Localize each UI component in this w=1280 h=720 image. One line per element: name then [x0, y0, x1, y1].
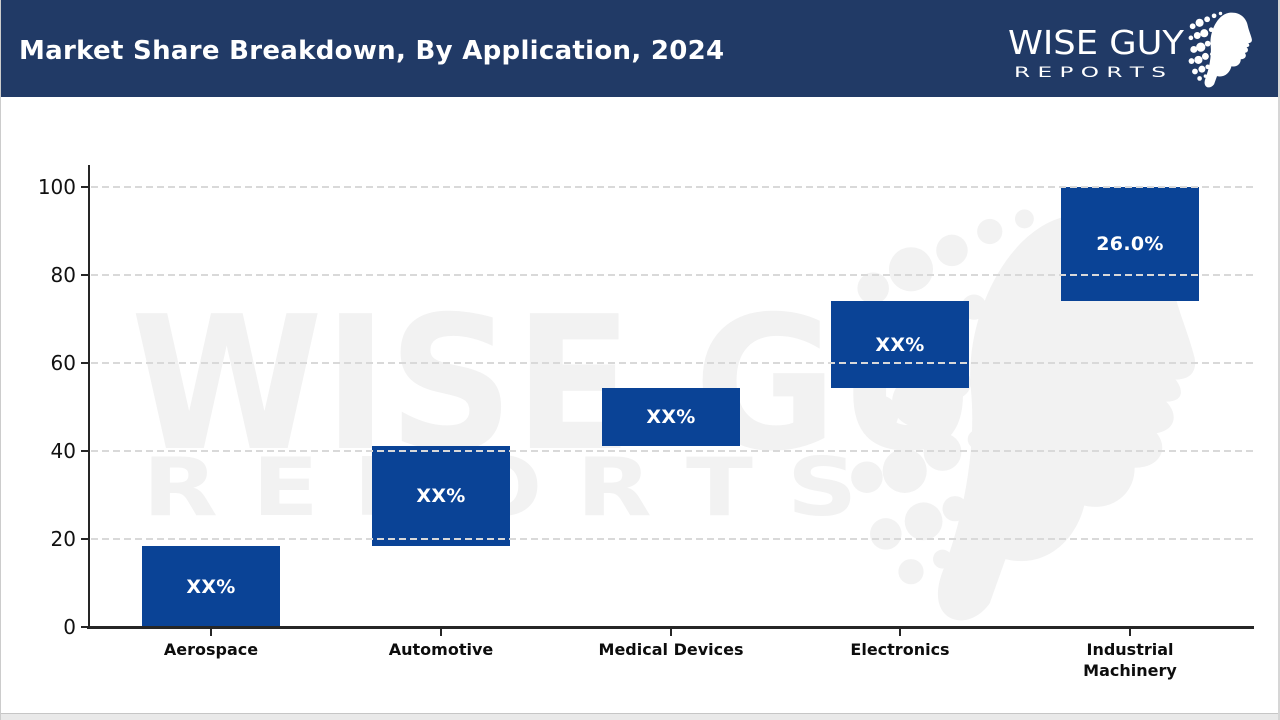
y-tick-mark-100 — [81, 186, 89, 188]
bar-aerospace: XX% — [142, 546, 280, 627]
bar-value-label-industrial-machinery: 26.0% — [1096, 233, 1164, 256]
x-category-label-automotive: Automotive — [388, 640, 494, 659]
bar-automotive: XX% — [372, 445, 510, 547]
x-category-label-medical-devices: Medical Devices — [598, 640, 744, 659]
y-tick-label-60: 60 — [50, 351, 76, 375]
bar-medical-devices: XX% — [602, 387, 740, 446]
bar-value-label-medical-devices: XX% — [646, 405, 696, 428]
y-tick-label-0: 0 — [63, 615, 76, 639]
y-tick-label-20: 20 — [50, 527, 76, 551]
logo-wiseguy-text: WISE GUY — [1008, 23, 1185, 62]
x-category-label-aerospace: Aerospace — [163, 640, 259, 659]
x-tick-mark-medical-devices — [670, 628, 672, 636]
y-tick-label-80: 80 — [50, 263, 76, 287]
y-tick-label-40: 40 — [50, 439, 76, 463]
x-category-label-electronics: Electronics — [850, 640, 950, 659]
x-tick-mark-automotive — [440, 628, 442, 636]
y-tick-mark-20 — [81, 538, 89, 540]
y-tick-mark-0 — [81, 626, 89, 628]
bar-electronics: XX% — [831, 301, 969, 388]
wise-guy-reports-logo: WISE GUY R E P O R T S — [1008, 11, 1252, 88]
x-category-label-industrial-machinery: Industrial Machinery — [1083, 640, 1177, 680]
bar-value-label-aerospace: XX% — [186, 575, 236, 598]
bar-industrial-machinery: 26.0% — [1061, 187, 1199, 302]
x-tick-mark-aerospace — [210, 628, 212, 636]
x-tick-mark-industrial-machinery — [1129, 628, 1131, 636]
y-tick-mark-80 — [81, 274, 89, 276]
y-tick-label-100: 100 — [37, 175, 76, 199]
bottom-band — [0, 713, 1280, 720]
logo-reports-text: R E P O R T S — [1014, 65, 1166, 81]
logo-head-icon — [1188, 11, 1252, 88]
y-axis — [88, 165, 90, 628]
y-tick-mark-60 — [81, 362, 89, 364]
bar-value-label-electronics: XX% — [875, 333, 925, 356]
y-tick-mark-40 — [81, 450, 89, 452]
x-tick-mark-electronics — [899, 628, 901, 636]
x-axis — [87, 626, 1254, 629]
bar-value-label-automotive: XX% — [416, 484, 466, 507]
chart-title: Market Share Breakdown, By Application, … — [19, 36, 725, 66]
header-bar: Market Share Breakdown, By Application, … — [0, 0, 1280, 97]
